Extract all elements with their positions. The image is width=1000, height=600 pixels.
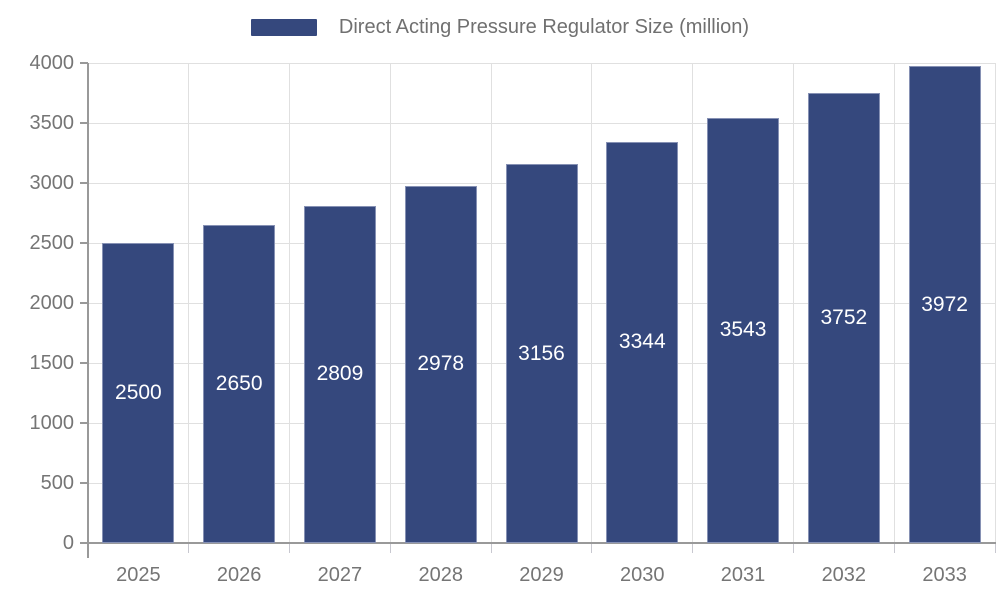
grid-line-vertical	[591, 63, 593, 543]
x-tick-label: 2029	[519, 564, 564, 586]
y-tick-label: 500	[40, 472, 74, 494]
y-axis-tick	[80, 302, 88, 304]
y-axis-tick	[80, 182, 88, 184]
y-tick-label: 1000	[29, 412, 75, 434]
bar[interactable]	[102, 243, 175, 543]
bar-value-label: 3344	[618, 330, 666, 354]
bar-value-label: 3543	[719, 318, 767, 342]
x-tick-label: 2025	[116, 564, 161, 586]
y-axis-tick	[80, 422, 88, 424]
x-axis-tick	[792, 543, 794, 553]
y-axis-line	[87, 63, 89, 558]
y-tick-label: 2500	[29, 232, 75, 254]
x-axis-tick	[289, 543, 291, 553]
grid-line-horizontal	[88, 62, 995, 64]
x-axis-tick	[692, 543, 694, 553]
grid-line-vertical	[994, 63, 996, 543]
y-axis-tick	[80, 62, 88, 64]
y-tick-label: 1500	[29, 352, 75, 374]
y-tick-label: 3000	[29, 172, 75, 194]
bar-value-label: 2978	[417, 352, 465, 376]
x-tick-label: 2032	[821, 564, 867, 586]
grid-line-vertical	[490, 63, 492, 543]
x-tick-label: 2027	[317, 564, 363, 586]
x-axis-tick	[591, 543, 593, 553]
x-tick-label: 2026	[216, 564, 262, 586]
y-axis-tick	[80, 122, 88, 124]
y-tick-label: 3500	[29, 112, 75, 134]
x-axis-tick	[188, 543, 190, 553]
y-tick-label: 0	[62, 532, 74, 554]
x-tick-label: 2031	[720, 564, 766, 586]
bar[interactable]	[807, 92, 880, 543]
y-axis-tick	[80, 482, 88, 484]
y-axis-tick	[80, 542, 88, 544]
x-axis-tick	[994, 543, 996, 553]
x-tick-label: 2030	[620, 564, 665, 586]
legend-item[interactable]: Direct Acting Pressure Regulator Size (m…	[0, 16, 1000, 39]
x-axis-tick	[389, 543, 391, 553]
grid-line-vertical	[893, 63, 895, 543]
y-axis-tick	[80, 242, 88, 244]
grid-line-vertical	[692, 63, 694, 543]
x-tick-label: 2033	[922, 564, 967, 586]
bar-value-label: 2809	[316, 362, 364, 386]
y-axis-tick	[80, 362, 88, 364]
grid-line-vertical	[389, 63, 391, 543]
bar-value-label: 2650	[215, 372, 263, 395]
bar[interactable]	[505, 164, 578, 543]
bar-value-label: 3752	[820, 305, 868, 329]
bar[interactable]	[203, 225, 276, 543]
bar-value-label: 3972	[921, 292, 968, 316]
x-axis-tick	[893, 543, 895, 553]
bar[interactable]	[908, 66, 981, 543]
grid-line-horizontal	[88, 122, 995, 124]
bar[interactable]	[404, 185, 477, 543]
y-tick-label: 4000	[29, 52, 75, 74]
grid-line-vertical	[289, 63, 291, 543]
bar-value-label: 2500	[115, 381, 162, 404]
legend-swatch-icon	[250, 19, 317, 36]
bar-value-label: 3156	[518, 341, 565, 365]
grid-line-vertical	[188, 63, 190, 543]
x-tick-label: 2028	[418, 564, 463, 586]
bar[interactable]	[707, 117, 780, 543]
bar[interactable]	[303, 205, 376, 543]
legend-label: Direct Acting Pressure Regulator Size (m…	[338, 16, 750, 38]
x-axis-line	[88, 542, 996, 544]
bar[interactable]	[606, 141, 679, 543]
x-axis-tick	[490, 543, 492, 553]
y-tick-label: 2000	[29, 292, 75, 314]
grid-line-vertical	[792, 63, 794, 543]
